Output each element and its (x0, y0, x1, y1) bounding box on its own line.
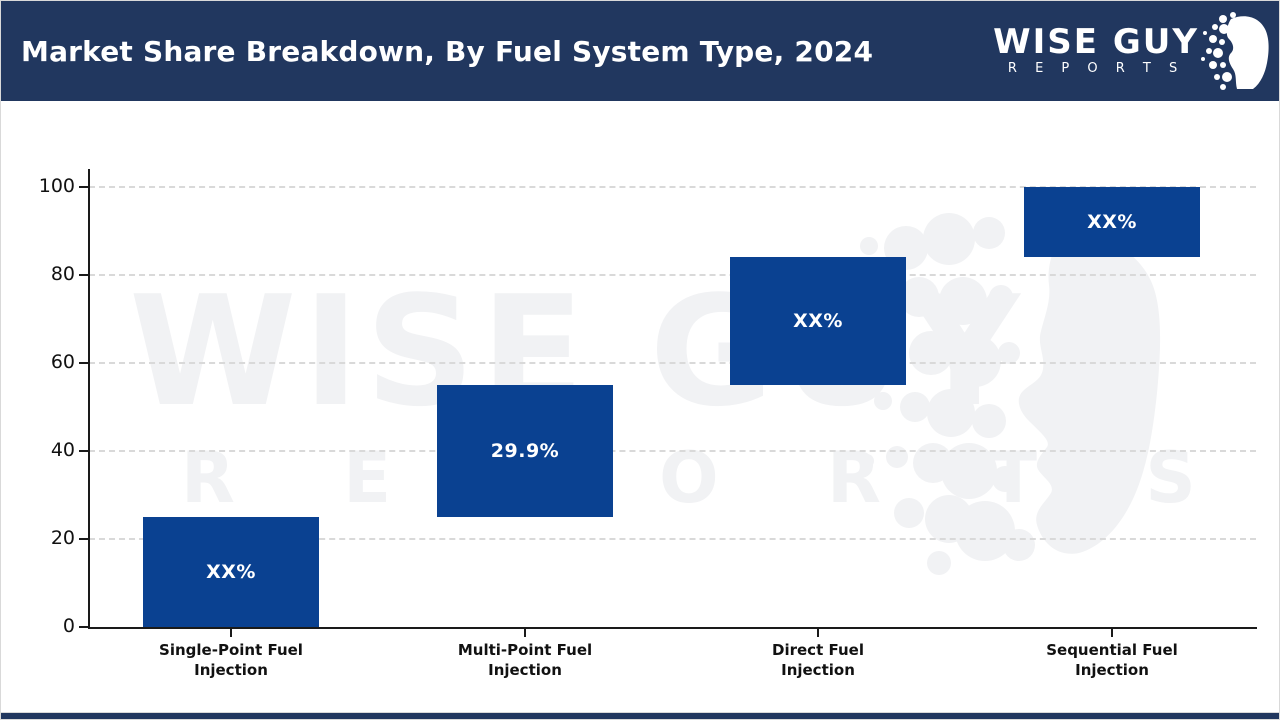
y-tick-40 (79, 450, 89, 452)
y-tick-label-100: 100 (38, 175, 75, 197)
bar-segment-3: XX% (1024, 187, 1200, 258)
bar-value-label: XX% (793, 310, 843, 333)
category-label-3: Sequential Fuel Injection (1046, 641, 1178, 679)
bar-value-label: XX% (1087, 211, 1137, 234)
y-tick-20 (79, 538, 89, 540)
bar-segment-2: XX% (730, 257, 906, 385)
gridline-y-40 (89, 450, 1256, 452)
brand-name: WISE GUY (993, 22, 1199, 62)
x-tick-0 (230, 629, 232, 637)
footer-bar (1, 712, 1279, 719)
brand-subtitle: R E P O R T S (1007, 61, 1185, 76)
y-tick-100 (79, 186, 89, 188)
bar-value-label: XX% (206, 561, 256, 583)
y-axis-line (88, 169, 90, 629)
y-tick-label-0: 0 (62, 615, 75, 637)
brand-logo: WISE GUY R E P O R T S (993, 9, 1273, 93)
category-label-0: Single-Point Fuel Injection (159, 641, 303, 679)
y-tick-label-40: 40 (50, 439, 75, 461)
y-tick-60 (79, 362, 89, 364)
category-label-1: Multi-Point Fuel Injection (457, 641, 593, 679)
gridline-y-80 (89, 274, 1256, 276)
page-title: Market Share Breakdown, By Fuel System T… (21, 34, 874, 68)
y-tick-80 (79, 274, 89, 276)
category-label-2: Direct Fuel Injection (772, 641, 864, 679)
x-tick-2 (817, 629, 819, 637)
x-tick-1 (524, 629, 526, 637)
header-bar: Market Share Breakdown, By Fuel System T… (1, 1, 1279, 101)
gridline-y-60 (89, 362, 1256, 364)
brand-logo-text: WISE GUY R E P O R T S (993, 24, 1199, 78)
bar-segment-1: 29.9% (437, 385, 613, 517)
x-tick-3 (1111, 629, 1113, 637)
bar-segment-0: XX% (143, 517, 319, 627)
y-tick-0 (79, 626, 89, 628)
head-profile-icon (1201, 12, 1269, 90)
y-tick-label-60: 60 (50, 351, 75, 373)
y-tick-label-20: 20 (50, 527, 75, 549)
y-tick-label-80: 80 (50, 263, 75, 285)
gridline-y-100 (89, 186, 1256, 188)
bar-value-label: 29.9% (490, 440, 560, 462)
gridline-y-20 (89, 538, 1256, 540)
x-axis-line (88, 627, 1257, 629)
